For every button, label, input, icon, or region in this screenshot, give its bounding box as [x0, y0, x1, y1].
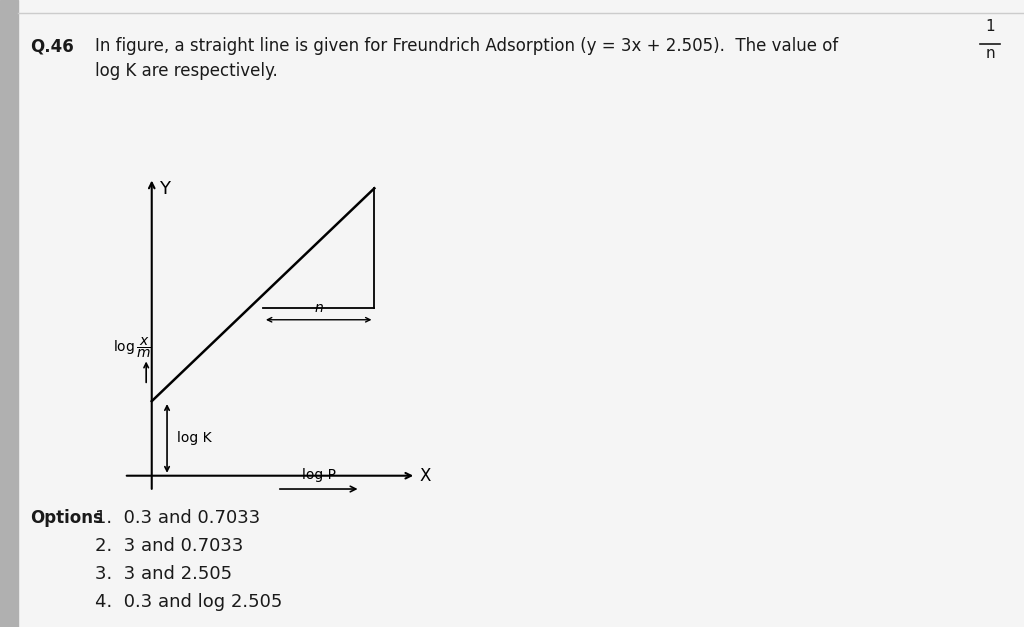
Text: 1: 1	[985, 19, 994, 34]
Text: log K: log K	[177, 431, 212, 445]
Text: In figure, a straight line is given for Freundrich Adsorption (y = 3x + 2.505). : In figure, a straight line is given for …	[95, 37, 839, 55]
Text: n: n	[314, 302, 323, 315]
Text: log K are respectively.: log K are respectively.	[95, 62, 278, 80]
Text: Options: Options	[30, 509, 102, 527]
Text: 3.  3 and 2.505: 3. 3 and 2.505	[95, 565, 232, 583]
Text: X: X	[420, 466, 431, 485]
Text: log P: log P	[302, 468, 336, 482]
Text: Y: Y	[159, 181, 170, 198]
Text: 4.  0.3 and log 2.505: 4. 0.3 and log 2.505	[95, 593, 283, 611]
Text: n: n	[985, 46, 994, 61]
Text: 2.  3 and 0.7033: 2. 3 and 0.7033	[95, 537, 244, 555]
Bar	[0, 0, 18, 627]
Text: $\mathrm{log}\,\dfrac{x}{m}$: $\mathrm{log}\,\dfrac{x}{m}$	[114, 336, 153, 360]
Text: Q.46: Q.46	[30, 37, 74, 55]
Text: 1.  0.3 and 0.7033: 1. 0.3 and 0.7033	[95, 509, 260, 527]
